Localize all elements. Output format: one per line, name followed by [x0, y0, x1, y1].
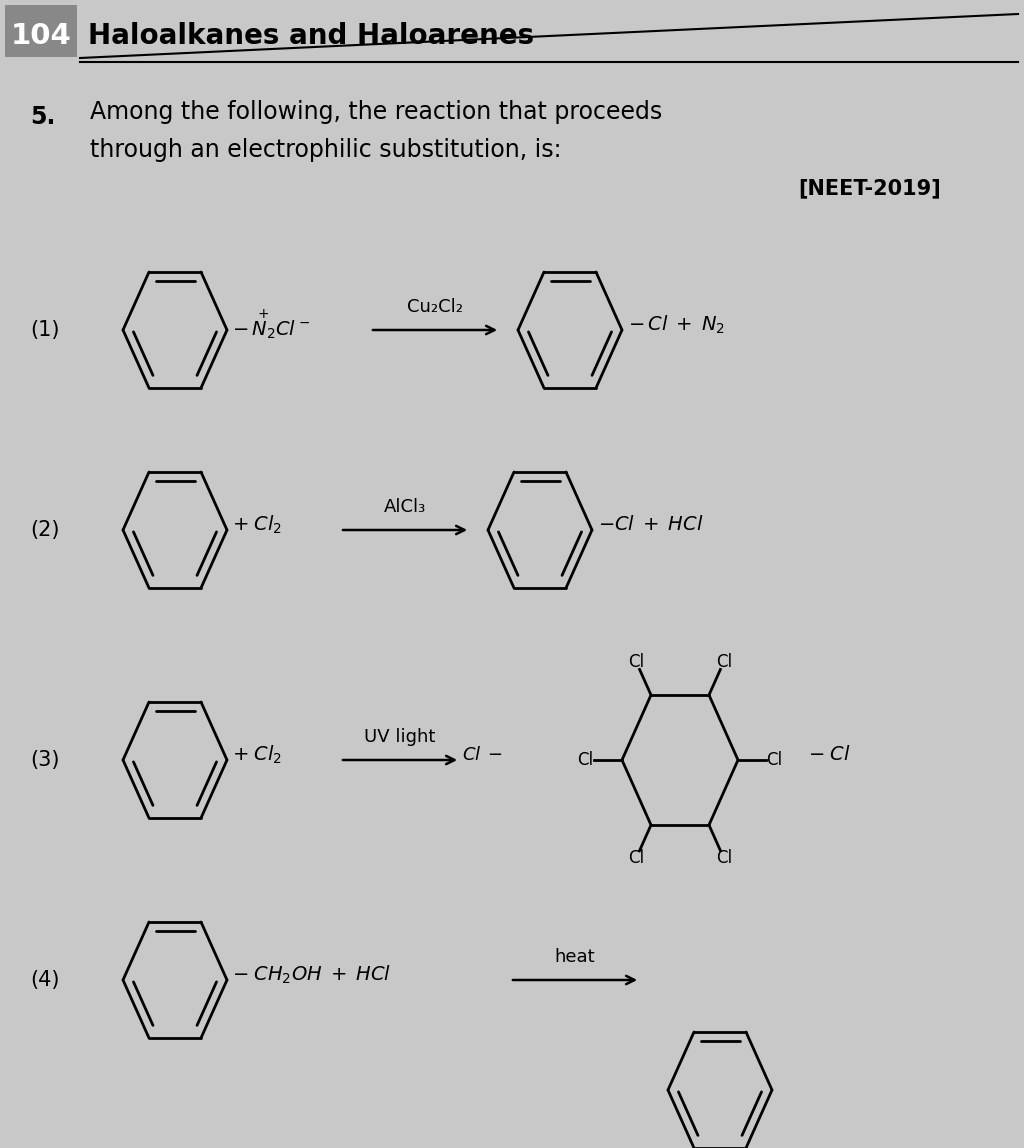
FancyBboxPatch shape — [5, 5, 77, 57]
Text: (4): (4) — [30, 970, 59, 990]
Text: 5.: 5. — [30, 104, 55, 129]
Text: UV light: UV light — [365, 728, 435, 746]
Text: Cl: Cl — [716, 850, 732, 867]
Text: (1): (1) — [30, 320, 59, 340]
Text: (3): (3) — [30, 750, 59, 770]
Text: (2): (2) — [30, 520, 59, 540]
Text: $Cl\;-$: $Cl\;-$ — [462, 746, 503, 765]
Text: $+\;Cl_2$: $+\;Cl_2$ — [232, 514, 282, 536]
Text: Cl: Cl — [628, 653, 644, 670]
Text: Cu₂Cl₂: Cu₂Cl₂ — [407, 298, 463, 316]
Text: AlCl₃: AlCl₃ — [384, 498, 426, 515]
Text: $-\;Cl$: $-\;Cl$ — [808, 745, 851, 765]
Text: Haloalkanes and Haloarenes: Haloalkanes and Haloarenes — [88, 22, 535, 51]
Text: Cl: Cl — [716, 653, 732, 670]
Text: 104: 104 — [10, 22, 72, 51]
Text: $+\;Cl_2$: $+\;Cl_2$ — [232, 744, 282, 766]
Text: $-\,Cl\;+\;N_2$: $-\,Cl\;+\;N_2$ — [628, 313, 725, 336]
Text: [NEET-2019]: [NEET-2019] — [799, 178, 941, 197]
Text: through an electrophilic substitution, is:: through an electrophilic substitution, i… — [90, 138, 561, 162]
Text: Among the following, the reaction that proceeds: Among the following, the reaction that p… — [90, 100, 663, 124]
Text: $-Cl\;+\;HCl$: $-Cl\;+\;HCl$ — [598, 515, 703, 535]
Text: $-\,\overset{+}{N_2}Cl^-$: $-\,\overset{+}{N_2}Cl^-$ — [232, 308, 310, 342]
Text: heat: heat — [555, 948, 595, 965]
Text: Cl: Cl — [766, 751, 782, 769]
Text: Cl: Cl — [628, 850, 644, 867]
Text: $-\;CH_2OH\;+\;HCl$: $-\;CH_2OH\;+\;HCl$ — [232, 964, 391, 986]
Text: Cl: Cl — [578, 751, 594, 769]
